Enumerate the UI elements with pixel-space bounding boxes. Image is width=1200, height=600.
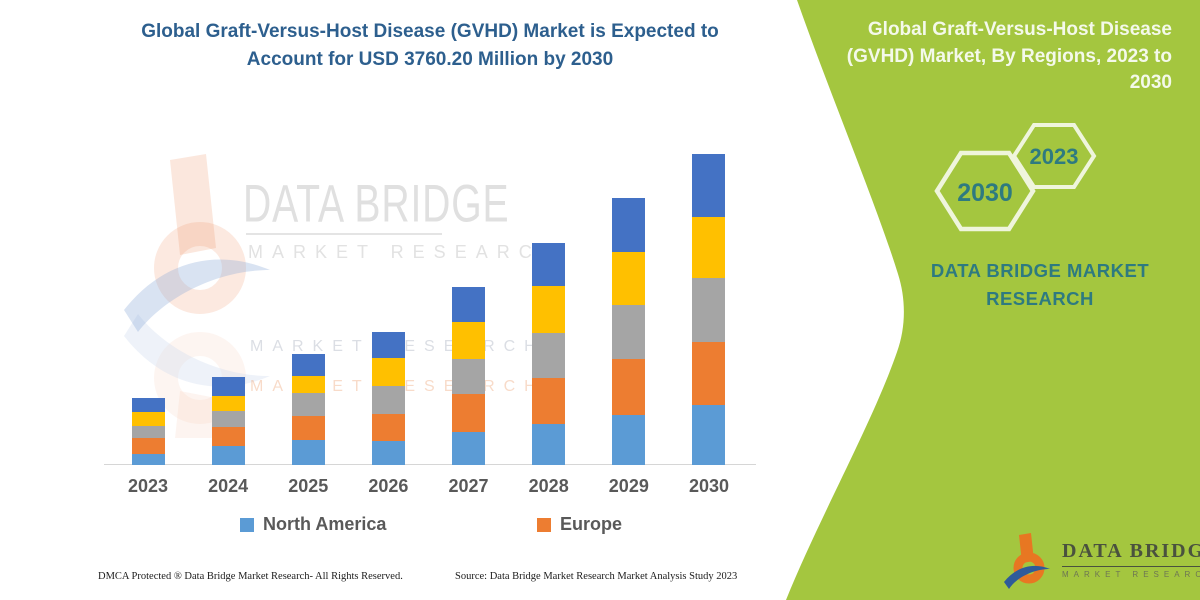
segment-2030-unlabeled-region-dark-blue [692, 154, 726, 218]
segment-2029-unlabeled-region-gray [612, 304, 646, 360]
hexagon-year-2023: 2023 [1030, 144, 1079, 169]
segment-2023-europe [131, 437, 165, 454]
green-panel-shape [786, 0, 1200, 600]
segment-2028-unlabeled-region-dark-blue [532, 243, 566, 286]
chart-title: Global Graft-Versus-Host Disease (GVHD) … [141, 21, 719, 70]
segment-2026-unlabeled-region-dark-blue [371, 332, 405, 359]
segment-2024-unlabeled-region-dark-blue [211, 377, 245, 397]
segment-2026-europe [371, 413, 405, 441]
segment-2026-north-america [371, 440, 405, 465]
segment-2023-unlabeled-region-dark-blue [131, 398, 165, 413]
plot-area: 2023 2024 2025 2026 2027 2028 2029 2030 [104, 154, 756, 496]
legend-swatch-europe [537, 517, 551, 532]
hexagon-2030 [934, 150, 1036, 232]
segment-2026-unlabeled-region-gray [371, 386, 405, 414]
footer-logo-subtext: MARKET RESEARCH [1062, 570, 1200, 579]
stacked-bar-2024 [211, 377, 245, 465]
hexagon-2023 [1011, 123, 1097, 189]
x-axis-label-2024: 2024 [208, 476, 249, 496]
segment-2027-unlabeled-region-gray [452, 358, 486, 394]
x-axis-label-2027: 2027 [448, 476, 489, 496]
legend-item-north-america: North America [240, 514, 386, 535]
segment-2029-unlabeled-region-yellow [612, 252, 646, 305]
segment-2023-unlabeled-region-yellow [131, 412, 165, 426]
segment-2030-europe [692, 342, 726, 405]
stacked-bar-2027 [452, 287, 486, 465]
segment-2024-unlabeled-region-yellow [211, 396, 245, 411]
x-axis-label-2030: 2030 [688, 476, 729, 496]
stacked-bar-2030 [692, 154, 726, 465]
segment-2029-europe [612, 359, 646, 415]
x-axis-label-2026: 2026 [368, 476, 409, 496]
footer-dmca-text: DMCA Protected ® Data Bridge Market Rese… [98, 571, 403, 582]
segment-2023-north-america [131, 453, 165, 465]
segment-2028-north-america [532, 423, 566, 465]
segment-2027-unlabeled-region-dark-blue [452, 287, 486, 323]
segment-2028-europe [532, 378, 566, 424]
segment-2030-unlabeled-region-yellow [692, 217, 726, 278]
footer-logo-name: DATA BRIDGE [1062, 540, 1200, 567]
watermark-underline [246, 233, 442, 235]
legend-swatch-north-america [240, 517, 254, 532]
stacked-bar-2026 [371, 332, 405, 465]
segment-2025-unlabeled-region-dark-blue [291, 354, 325, 377]
segment-2027-unlabeled-region-yellow [452, 322, 486, 359]
x-axis-label-2029: 2029 [608, 476, 649, 496]
segment-2026-unlabeled-region-yellow [371, 358, 405, 387]
watermark-brand-line1: DATA BRIDGE [243, 173, 510, 233]
footer-logo: DATA BRIDGE MARKET RESEARCH [1002, 531, 1200, 591]
segment-2025-europe [291, 415, 325, 440]
legend-item-europe: Europe [537, 514, 622, 535]
segment-2024-europe [211, 426, 245, 446]
segment-2027-north-america [452, 431, 486, 465]
segment-2030-unlabeled-region-gray [692, 277, 726, 343]
legend-label-europe: Europe [560, 514, 623, 534]
segment-2028-unlabeled-region-yellow [532, 285, 566, 334]
segment-2025-unlabeled-region-yellow [291, 376, 325, 393]
segment-2024-unlabeled-region-gray [211, 410, 245, 427]
stacked-bar-2023 [131, 398, 165, 465]
x-axis-label-2025: 2025 [288, 476, 329, 496]
segment-2027-europe [452, 393, 486, 432]
side-panel-brand-text: DATA BRIDGE MARKET RESEARCH [930, 260, 1150, 309]
segment-2024-north-america [211, 445, 245, 465]
stacked-bar-2028 [532, 243, 566, 465]
segment-2029-north-america [612, 414, 646, 465]
legend-label-north-america: North America [263, 514, 387, 534]
hexagon-year-2030: 2030 [957, 179, 1013, 207]
segment-2028-unlabeled-region-gray [532, 333, 566, 379]
stacked-bar-2029 [612, 198, 646, 465]
x-axis-label-2028: 2028 [528, 476, 569, 496]
stacked-bar-2025 [291, 354, 325, 465]
segment-2029-unlabeled-region-dark-blue [612, 198, 646, 253]
segment-2023-unlabeled-region-gray [131, 425, 165, 438]
x-axis-label-2023: 2023 [127, 476, 169, 496]
segment-2025-unlabeled-region-gray [291, 392, 325, 416]
watermark-brand-line2: MARKET RESEARCH [248, 242, 563, 262]
footer-source-text: Source: Data Bridge Market Research Mark… [455, 571, 738, 582]
segment-2025-north-america [291, 439, 325, 465]
side-panel-title: Global Graft-Versus-Host Disease (GVHD) … [846, 19, 1172, 94]
data-bridge-logo-icon [1004, 533, 1050, 589]
x-axis-line [104, 464, 756, 465]
segment-2030-north-america [692, 404, 726, 465]
